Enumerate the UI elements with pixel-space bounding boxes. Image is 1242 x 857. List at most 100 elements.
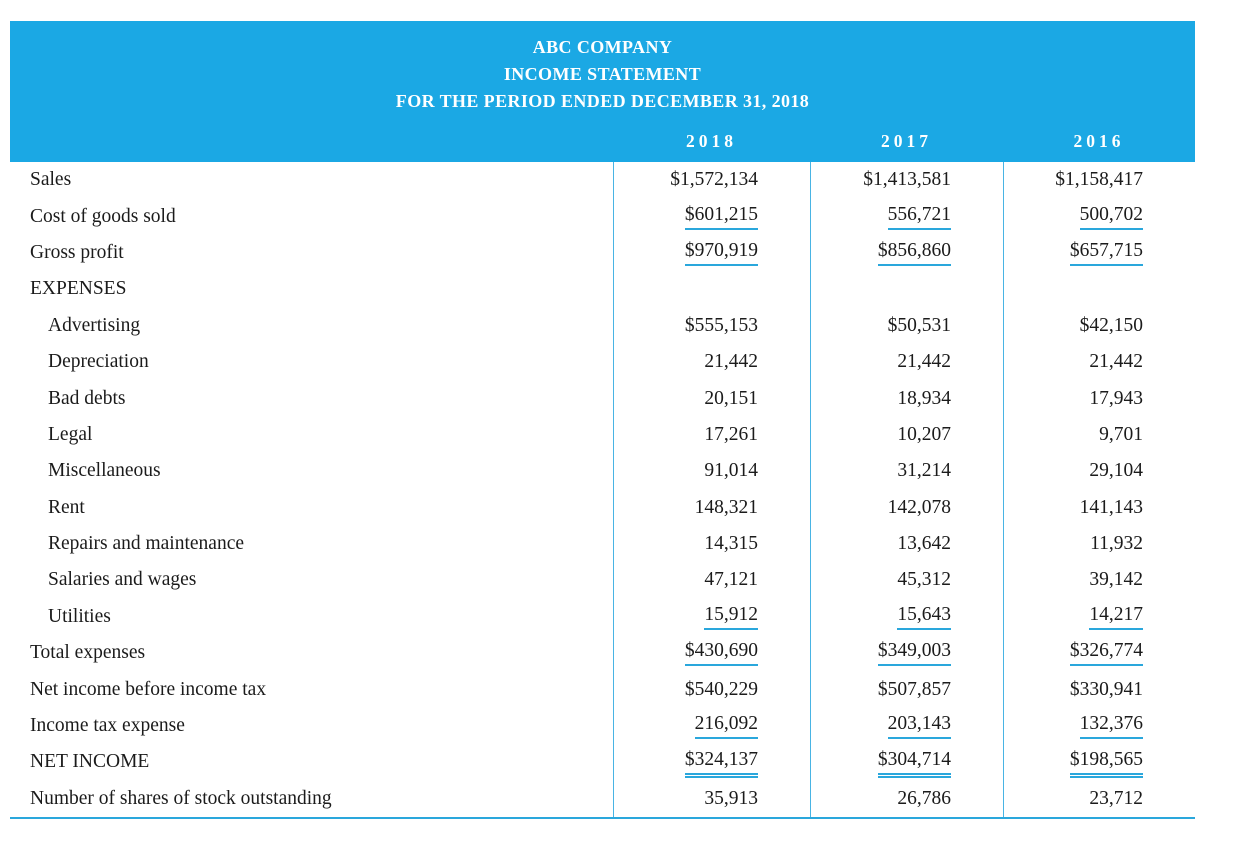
cell-2018: 21,442 [613, 343, 810, 381]
cell-2016: 141,143 [1003, 489, 1195, 526]
cell-value: 14,315 [704, 533, 758, 555]
cell-value: 18,934 [897, 387, 951, 409]
statement-body: Sales $1,572,134 $1,413,581 $1,158,417 C… [10, 162, 1195, 820]
cell-value: 23,712 [1089, 787, 1143, 809]
row-label: Sales [30, 169, 72, 191]
cell-2018: 17,261 [613, 416, 810, 454]
cell-value: 132,376 [1079, 713, 1143, 740]
cell-2016: $326,774 [1003, 635, 1195, 672]
cell-value: 47,121 [704, 569, 758, 591]
cell-2017: $349,003 [810, 635, 1003, 672]
row-net-income: NET INCOME $324,137 $304,714 $198,565 [10, 744, 1195, 781]
row-label: Miscellaneous [48, 460, 161, 482]
year-header-spacer [10, 131, 613, 152]
cell-value: 21,442 [704, 351, 758, 373]
cell-value: 11,932 [1090, 533, 1143, 555]
row-repairs-and-maintenance: Repairs and maintenance 14,315 13,642 11… [10, 525, 1195, 563]
row-label: Salaries and wages [48, 569, 197, 591]
cell-value: $198,565 [1069, 749, 1144, 779]
cell-2018: $970,919 [613, 234, 810, 272]
row-shares-outstanding: Number of shares of stock outstanding 35… [10, 780, 1195, 818]
row-salaries-and-wages: Salaries and wages 47,121 45,312 39,142 [10, 562, 1195, 599]
cell-value: $42,150 [1079, 314, 1143, 336]
cell-2016: 23,712 [1003, 780, 1195, 818]
statement-titles: ABC COMPANY INCOME STATEMENT FOR THE PER… [10, 21, 1195, 115]
row-depreciation: Depreciation 21,442 21,442 21,442 [10, 343, 1195, 381]
cell-2018: 216,092 [613, 707, 810, 745]
cell-2017: 15,643 [810, 598, 1003, 636]
cell-value: 14,217 [1089, 604, 1143, 630]
cell-2017: 18,934 [810, 380, 1003, 417]
cell-value: $540,229 [684, 678, 758, 700]
cell-2016: 17,943 [1003, 380, 1195, 417]
cell-2016: 21,442 [1003, 343, 1195, 381]
row-advertising: Advertising $555,153 $50,531 $42,150 [10, 307, 1195, 344]
cell-2018: 148,321 [613, 489, 810, 526]
cell-value: 148,321 [694, 496, 758, 518]
cell-2017: 45,312 [810, 562, 1003, 599]
cell-value: 142,078 [887, 496, 951, 518]
cell-2016: 132,376 [1003, 707, 1195, 745]
row-rent: Rent 148,321 142,078 141,143 [10, 489, 1195, 526]
cell-value: 17,943 [1089, 387, 1143, 409]
row-label: Utilities [48, 605, 111, 627]
cell-value: $657,715 [1069, 240, 1143, 266]
row-legal: Legal 17,261 10,207 9,701 [10, 416, 1195, 454]
year-header-row: 2018 2017 2016 [10, 131, 1195, 152]
row-label: Bad debts [48, 387, 126, 409]
cell-value: 21,442 [1089, 351, 1143, 373]
cell-2017: $507,857 [810, 671, 1003, 708]
cell-2017: 203,143 [810, 707, 1003, 745]
cell-value: 556,721 [887, 204, 951, 230]
cell-2017: 21,442 [810, 343, 1003, 381]
row-sales: Sales $1,572,134 $1,413,581 $1,158,417 [10, 162, 1195, 199]
cell-value: 10,207 [897, 423, 951, 445]
cell-value: 141,143 [1079, 496, 1143, 518]
column-header-2018: 2018 [686, 131, 737, 151]
row-income-tax-expense: Income tax expense 216,092 203,143 132,3… [10, 707, 1195, 745]
row-label: Income tax expense [30, 715, 185, 737]
row-label: Advertising [48, 314, 141, 336]
row-utilities: Utilities 15,912 15,643 14,217 [10, 598, 1195, 636]
cell-value: $507,857 [877, 678, 951, 700]
row-gross-profit: Gross profit $970,919 $856,860 $657,715 [10, 234, 1195, 272]
cell-2017: 26,786 [810, 780, 1003, 818]
cell-2017: $856,860 [810, 234, 1003, 272]
cell-value: 35,913 [704, 787, 758, 809]
cell-value: 26,786 [897, 787, 951, 809]
cell-2018: 15,912 [613, 598, 810, 636]
cell-value: 9,701 [1099, 423, 1143, 445]
cell-value: $326,774 [1069, 640, 1143, 667]
period-title: FOR THE PERIOD ENDED DECEMBER 31, 2018 [395, 91, 810, 111]
row-label: NET INCOME [30, 751, 150, 773]
cell-2017 [810, 271, 1003, 308]
cell-value: 15,643 [897, 604, 951, 630]
cell-value: $555,153 [684, 314, 758, 336]
row-label: Total expenses [30, 642, 146, 664]
statement-sheet: ABC COMPANY INCOME STATEMENT FOR THE PER… [10, 21, 1195, 820]
statement-title: INCOME STATEMENT [503, 64, 702, 84]
cell-2017: 10,207 [810, 416, 1003, 454]
cell-2018: $540,229 [613, 671, 810, 708]
cell-2017: 13,642 [810, 525, 1003, 563]
cell-2016 [1003, 271, 1195, 308]
cell-2018: $601,215 [613, 198, 810, 235]
cell-2018: $555,153 [613, 307, 810, 344]
row-miscellaneous: Miscellaneous 91,014 31,214 29,104 [10, 453, 1195, 490]
section-label: EXPENSES [30, 278, 127, 300]
cell-2018: 20,151 [613, 380, 810, 417]
cell-value: 29,104 [1089, 460, 1143, 482]
row-cost-of-goods-sold: Cost of goods sold $601,215 556,721 500,… [10, 198, 1195, 235]
row-expenses-section: EXPENSES [10, 271, 1195, 308]
cell-value: $601,215 [684, 204, 758, 230]
cell-2017: $50,531 [810, 307, 1003, 344]
cell-value: $1,413,581 [863, 169, 951, 191]
cell-value: $856,860 [877, 240, 951, 266]
row-bad-debts: Bad debts 20,151 18,934 17,943 [10, 380, 1195, 417]
cell-value: 15,912 [704, 604, 758, 630]
cell-2017: $304,714 [810, 744, 1003, 781]
cell-value: 31,214 [897, 460, 951, 482]
cell-2018: 35,913 [613, 780, 810, 818]
cell-2018 [613, 271, 810, 308]
